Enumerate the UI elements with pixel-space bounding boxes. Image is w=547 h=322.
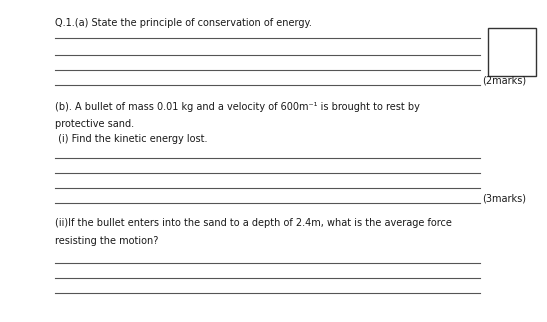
Text: (2marks): (2marks): [482, 75, 526, 85]
Text: (3marks): (3marks): [482, 193, 526, 203]
Bar: [488, 28, 536, 76]
Text: protective sand.: protective sand.: [55, 119, 134, 129]
Text: (i) Find the kinetic energy lost.: (i) Find the kinetic energy lost.: [55, 134, 207, 144]
Text: Q.1.(a) State the principle of conservation of energy.: Q.1.(a) State the principle of conservat…: [55, 18, 312, 28]
Text: (b). A bullet of mass 0.01 kg and a velocity of 600m⁻¹ is brought to rest by: (b). A bullet of mass 0.01 kg and a velo…: [55, 102, 420, 112]
Text: (ii)If the bullet enters into the sand to a depth of 2.4m, what is the average f: (ii)If the bullet enters into the sand t…: [55, 218, 452, 228]
Text: resisting the motion?: resisting the motion?: [55, 236, 159, 246]
